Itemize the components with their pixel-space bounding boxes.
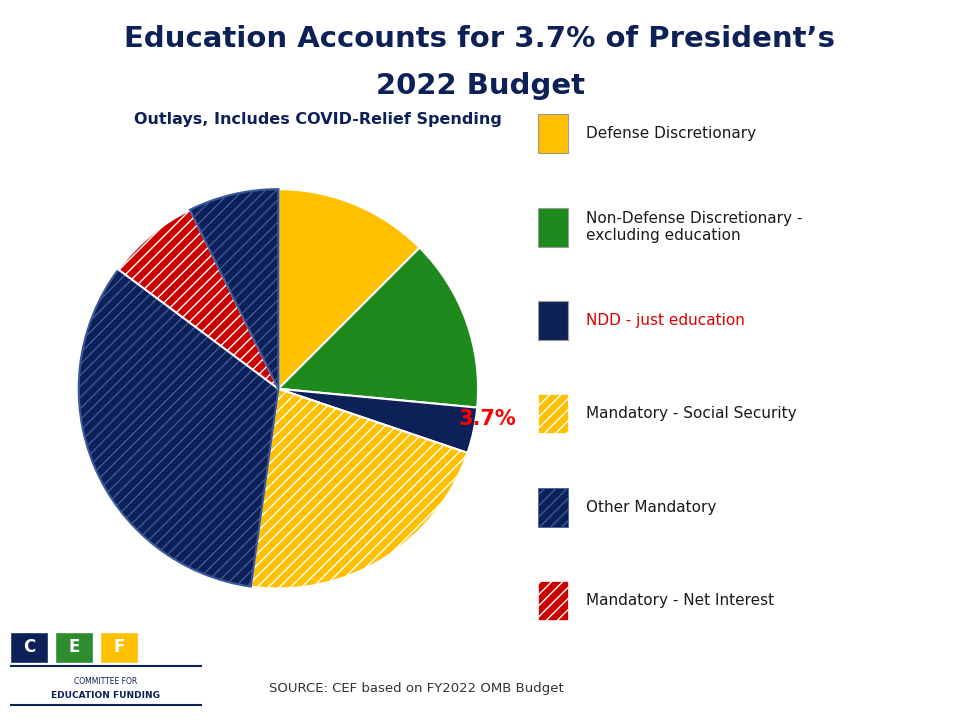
Text: C: C <box>23 638 35 657</box>
FancyBboxPatch shape <box>538 487 568 526</box>
FancyBboxPatch shape <box>100 631 138 663</box>
Text: Mandatory - Social Security: Mandatory - Social Security <box>586 406 797 421</box>
Wedge shape <box>278 189 420 389</box>
Text: COMMITTEE FOR: COMMITTEE FOR <box>74 677 137 686</box>
FancyBboxPatch shape <box>538 395 568 433</box>
Text: Defense Discretionary: Defense Discretionary <box>586 127 756 141</box>
Text: Other Mandatory: Other Mandatory <box>586 500 716 515</box>
FancyBboxPatch shape <box>538 208 568 247</box>
Text: NDD - just education: NDD - just education <box>586 313 745 328</box>
Text: F: F <box>113 638 125 657</box>
FancyBboxPatch shape <box>10 631 48 663</box>
Text: EDUCATION FUNDING: EDUCATION FUNDING <box>51 691 160 700</box>
Text: Education Accounts for 3.7% of President’s: Education Accounts for 3.7% of President… <box>125 25 835 53</box>
Text: 2022 Budget: 2022 Budget <box>375 72 585 100</box>
FancyBboxPatch shape <box>55 631 93 663</box>
Wedge shape <box>118 210 278 389</box>
FancyBboxPatch shape <box>538 114 568 153</box>
Wedge shape <box>251 389 468 588</box>
Text: Outlays, Includes COVID-Relief Spending: Outlays, Includes COVID-Relief Spending <box>134 112 502 127</box>
Wedge shape <box>278 248 478 408</box>
FancyBboxPatch shape <box>538 581 568 620</box>
Text: 3.7%: 3.7% <box>459 409 516 429</box>
Wedge shape <box>278 389 477 453</box>
Wedge shape <box>190 189 278 389</box>
Text: E: E <box>68 638 80 657</box>
Text: SOURCE: CEF based on FY2022 OMB Budget: SOURCE: CEF based on FY2022 OMB Budget <box>269 682 564 695</box>
FancyBboxPatch shape <box>538 301 568 340</box>
Wedge shape <box>79 269 278 587</box>
Text: Non-Defense Discretionary -
excluding education: Non-Defense Discretionary - excluding ed… <box>586 211 803 243</box>
Text: Mandatory - Net Interest: Mandatory - Net Interest <box>586 593 774 608</box>
